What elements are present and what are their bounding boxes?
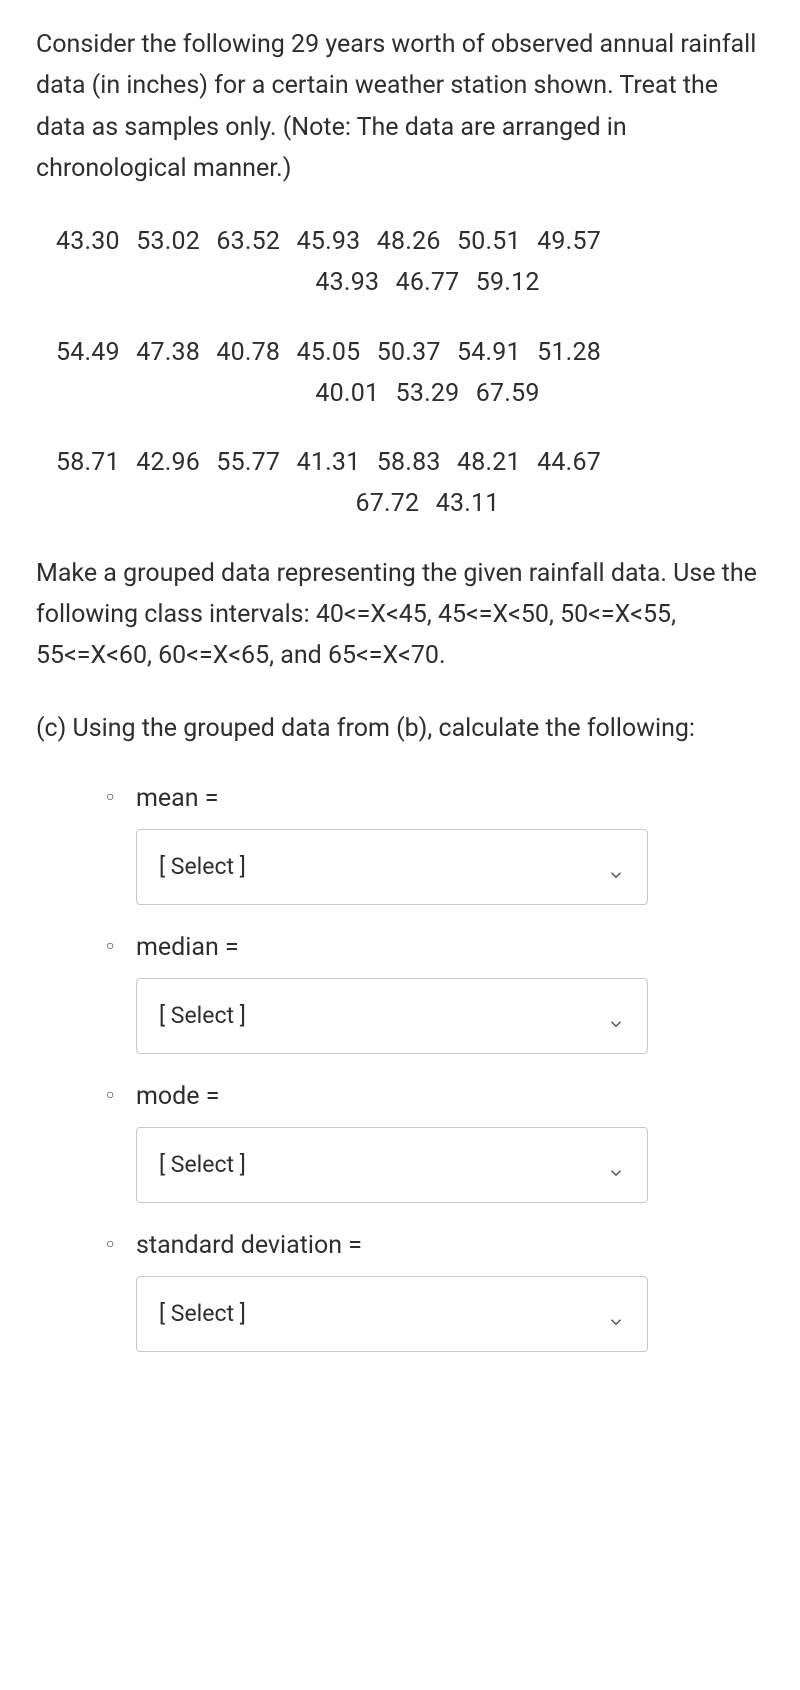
list-item-mode: mode = [ Select ] — [136, 1076, 764, 1203]
data-row: 67.72 43.11 — [56, 483, 764, 524]
chevron-down-icon — [607, 1305, 625, 1323]
data-row: 54.49 47.38 40.78 45.05 50.37 54.91 51.2… — [56, 332, 764, 373]
data-group-2: 54.49 47.38 40.78 45.05 50.37 54.91 51.2… — [56, 332, 764, 415]
chevron-down-icon — [607, 1007, 625, 1025]
mean-label: mean = — [136, 778, 764, 819]
select-placeholder: [ Select ] — [159, 1146, 246, 1184]
data-row: 58.71 42.96 55.77 41.31 58.83 48.21 44.6… — [56, 442, 764, 483]
answer-list: mean = [ Select ] median = [ Select ] mo… — [36, 778, 764, 1353]
median-label: median = — [136, 927, 764, 968]
chevron-down-icon — [607, 1156, 625, 1174]
question-intro: Consider the following 29 years worth of… — [36, 24, 764, 189]
data-row: 43.93 46.77 59.12 — [56, 262, 764, 303]
chevron-down-icon — [607, 858, 625, 876]
mode-select[interactable]: [ Select ] — [136, 1127, 648, 1203]
data-group-1: 43.30 53.02 63.52 45.93 48.26 50.51 49.5… — [56, 221, 764, 304]
select-placeholder: [ Select ] — [159, 848, 246, 886]
select-placeholder: [ Select ] — [159, 1295, 246, 1333]
stddev-label: standard deviation = — [136, 1225, 764, 1266]
part-c-prompt: (c) Using the grouped data from (b), cal… — [36, 708, 764, 749]
data-row: 43.30 53.02 63.52 45.93 48.26 50.51 49.5… — [56, 221, 764, 262]
list-item-stddev: standard deviation = [ Select ] — [136, 1225, 764, 1352]
list-item-median: median = [ Select ] — [136, 927, 764, 1054]
select-placeholder: [ Select ] — [159, 997, 246, 1035]
data-group-3: 58.71 42.96 55.77 41.31 58.83 48.21 44.6… — [56, 442, 764, 525]
list-item-mean: mean = [ Select ] — [136, 778, 764, 905]
grouping-instructions: Make a grouped data representing the giv… — [36, 553, 764, 677]
median-select[interactable]: [ Select ] — [136, 978, 648, 1054]
stddev-select[interactable]: [ Select ] — [136, 1276, 648, 1352]
mode-label: mode = — [136, 1076, 764, 1117]
data-row: 40.01 53.29 67.59 — [56, 373, 764, 414]
mean-select[interactable]: [ Select ] — [136, 829, 648, 905]
